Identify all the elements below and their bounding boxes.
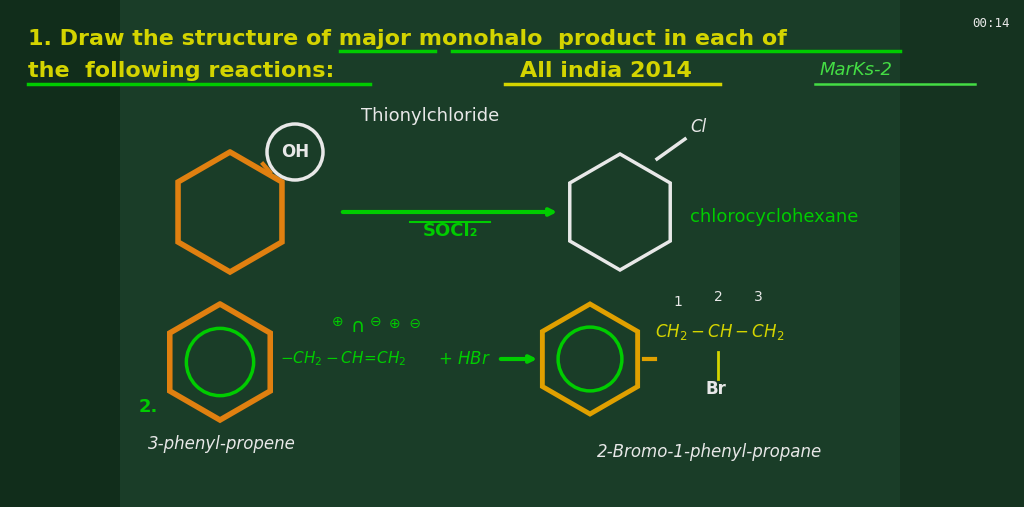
- Text: ⊖: ⊖: [371, 315, 382, 329]
- Text: All india 2014: All india 2014: [520, 61, 692, 81]
- Text: MarKs-2: MarKs-2: [820, 61, 893, 79]
- Text: ⊕  ⊖: ⊕ ⊖: [389, 317, 421, 331]
- Text: 2-Bromo-1-phenyl-propane: 2-Bromo-1-phenyl-propane: [597, 443, 822, 461]
- Bar: [0, 0, 120, 507]
- Text: ⊕: ⊕: [332, 315, 344, 329]
- Text: 3-phenyl-propene: 3-phenyl-propene: [148, 435, 296, 453]
- Text: the  following reactions:: the following reactions:: [28, 61, 335, 81]
- Text: ∩: ∩: [351, 317, 366, 337]
- Text: 2: 2: [714, 290, 722, 304]
- Text: $CH_2-CH-CH_2$: $CH_2-CH-CH_2$: [655, 322, 784, 342]
- Text: Thionylchloride: Thionylchloride: [360, 107, 499, 125]
- Text: $+\ HBr$: $+\ HBr$: [438, 350, 490, 368]
- Text: 1. Draw the structure of major monohalo  product in each of: 1. Draw the structure of major monohalo …: [28, 29, 786, 49]
- Text: 00:14: 00:14: [973, 17, 1010, 30]
- Bar: [900, 0, 1024, 507]
- Text: Cl: Cl: [690, 118, 707, 136]
- Text: 1: 1: [674, 295, 682, 309]
- Text: 3: 3: [754, 290, 763, 304]
- Text: SOCl₂: SOCl₂: [422, 222, 478, 240]
- Text: 2.: 2.: [138, 398, 158, 416]
- Text: chlorocyclohexane: chlorocyclohexane: [690, 208, 858, 226]
- Text: Br: Br: [706, 380, 726, 398]
- Text: $-CH_2-CH\!=\!CH_2$: $-CH_2-CH\!=\!CH_2$: [280, 350, 407, 369]
- Text: OH: OH: [281, 143, 309, 161]
